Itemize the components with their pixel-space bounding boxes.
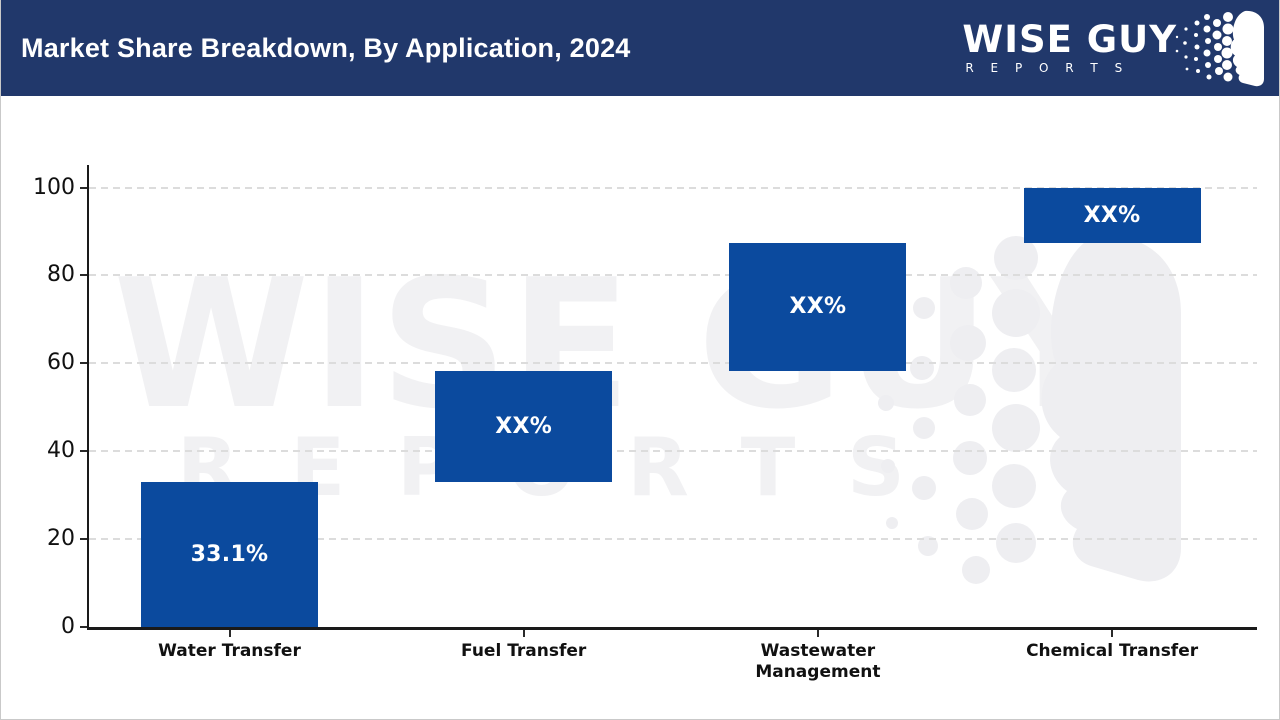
wiseguy-logo: WISE GUY R E P O R T S bbox=[962, 7, 1267, 89]
watermark-face-icon bbox=[878, 236, 1181, 584]
x-axis-tick-mark bbox=[1111, 628, 1114, 637]
bar-segment: XX% bbox=[729, 242, 907, 371]
logo-subtitle: R E P O R T S bbox=[965, 61, 1129, 75]
y-gridline bbox=[89, 186, 1257, 189]
page-title: Market Share Breakdown, By Application, … bbox=[21, 32, 631, 63]
logo-face-icon bbox=[1175, 10, 1264, 87]
header: Market Share Breakdown, By Application, … bbox=[1, 0, 1279, 96]
y-gridline bbox=[89, 538, 1257, 541]
y-gridline bbox=[89, 274, 1257, 277]
x-axis-category-label: Water Transfer bbox=[158, 641, 301, 661]
bar-value-label: XX% bbox=[495, 413, 553, 439]
bar-value-label: XX% bbox=[789, 294, 847, 320]
y-axis-tick-mark bbox=[80, 186, 89, 189]
bar-value-label: 33.1% bbox=[190, 541, 269, 567]
x-axis-category-label: Chemical Transfer bbox=[1026, 641, 1199, 661]
x-axis-tick-mark bbox=[522, 628, 525, 637]
y-axis-tick-label: 100 bbox=[33, 174, 75, 200]
y-gridline bbox=[89, 450, 1257, 453]
x-axis-category-label: Fuel Transfer bbox=[461, 641, 587, 661]
y-axis-tick-label: 60 bbox=[47, 350, 75, 376]
y-axis-tick-mark bbox=[80, 626, 89, 628]
y-axis-tick-mark bbox=[80, 538, 89, 541]
y-axis-spine bbox=[87, 165, 89, 630]
bar-segment: 33.1% bbox=[141, 481, 318, 627]
y-axis-tick-mark bbox=[80, 450, 89, 453]
y-axis-tick-label: 40 bbox=[47, 438, 75, 464]
bar-segment: XX% bbox=[1023, 187, 1201, 243]
logo-wordmark: WISE GUY bbox=[962, 18, 1177, 61]
y-axis-tick-mark bbox=[80, 274, 89, 277]
y-axis-tick-mark bbox=[80, 362, 89, 365]
x-axis-tick-mark bbox=[228, 628, 231, 637]
y-axis-tick-label: 80 bbox=[47, 262, 75, 288]
x-axis-tick-mark bbox=[816, 628, 819, 637]
y-axis-tick-label: 0 bbox=[61, 614, 75, 639]
logo-text: WISE GUY R E P O R T S bbox=[962, 21, 1177, 75]
bar-segment: XX% bbox=[435, 370, 613, 482]
x-axis-category-label: Wastewater Management bbox=[755, 641, 881, 683]
y-gridline bbox=[89, 362, 1257, 365]
x-axis-spine bbox=[87, 627, 1257, 630]
y-axis-tick-label: 20 bbox=[47, 526, 75, 552]
bar-value-label: XX% bbox=[1083, 202, 1141, 228]
